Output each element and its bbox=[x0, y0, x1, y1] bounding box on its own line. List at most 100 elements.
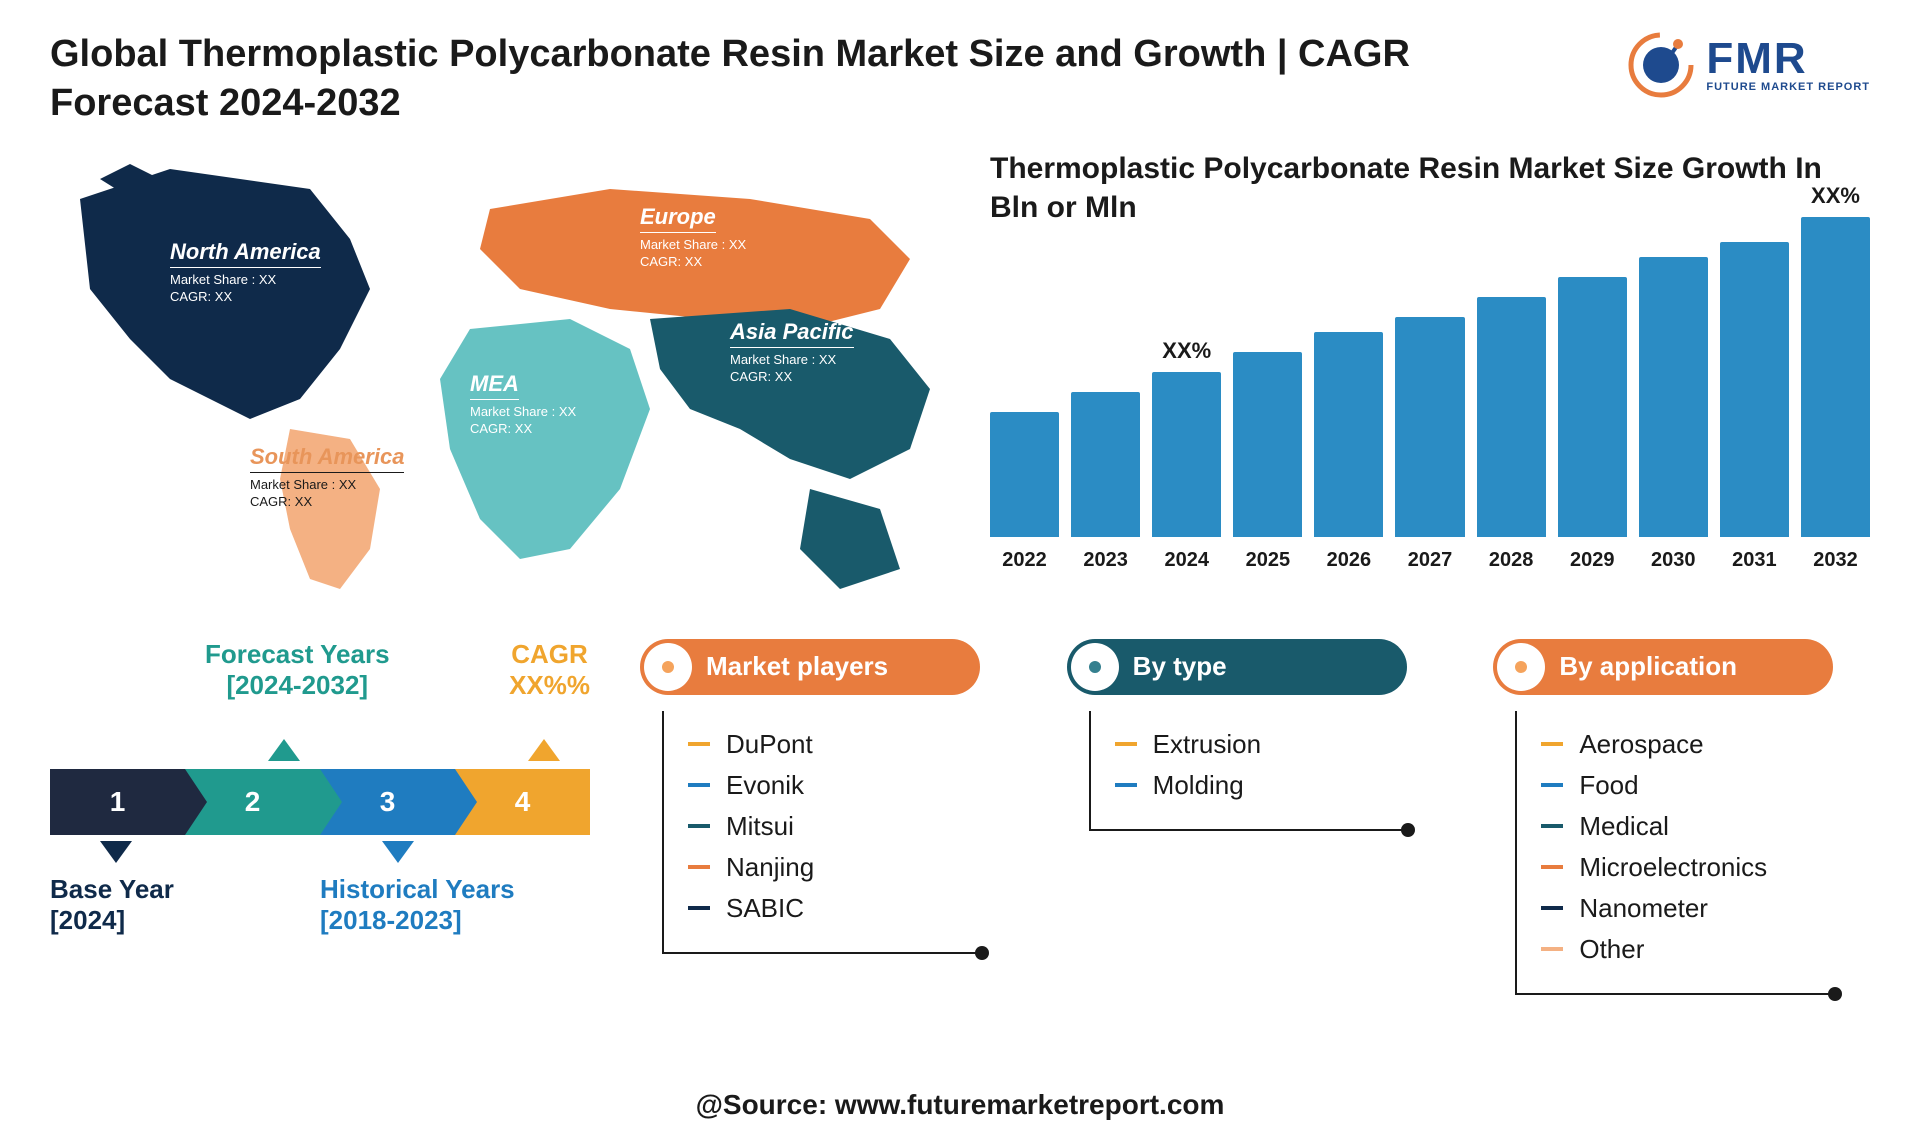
pill-dot bbox=[1071, 643, 1119, 691]
logo-text: FMR FUTURE MARKET REPORT bbox=[1706, 37, 1870, 93]
bar-column: 2024XX% bbox=[1152, 372, 1221, 537]
tick-icon bbox=[1541, 906, 1563, 910]
category-column: By type Extrusion Molding bbox=[1067, 639, 1444, 995]
category-title: By type bbox=[1133, 651, 1227, 682]
bar-year-label: 2027 bbox=[1408, 549, 1453, 572]
bar-year-label: 2029 bbox=[1570, 549, 1615, 572]
category-pill: Market players bbox=[640, 639, 980, 695]
category-item-label: Mitsui bbox=[726, 811, 794, 842]
bar bbox=[990, 412, 1059, 537]
logo: FMR FUTURE MARKET REPORT bbox=[1626, 30, 1870, 100]
header: Global Thermoplastic Polycarbonate Resin… bbox=[50, 30, 1870, 129]
bar bbox=[1558, 277, 1627, 537]
pointer-base bbox=[100, 841, 132, 863]
timeline-bar: 1234 bbox=[50, 769, 590, 835]
tick-icon bbox=[1541, 824, 1563, 828]
bar-column: 2025 bbox=[1233, 352, 1302, 537]
bar bbox=[1395, 317, 1464, 537]
category-item-label: Microelectronics bbox=[1579, 852, 1767, 883]
source-text: @Source: www.futuremarketreport.com bbox=[696, 1089, 1225, 1121]
bar-column: 2027 bbox=[1395, 317, 1464, 537]
category-title: By application bbox=[1559, 651, 1737, 682]
category-item: Molding bbox=[1115, 770, 1414, 801]
category-item-label: Other bbox=[1579, 934, 1644, 965]
label-south-america: South America Market Share : XX CAGR: XX bbox=[250, 444, 404, 511]
bar-year-label: 2024 bbox=[1164, 549, 1209, 572]
bar-annotation: XX% bbox=[1811, 183, 1860, 209]
label-north-america: North America Market Share : XX CAGR: XX bbox=[170, 239, 321, 306]
timeline-historical-label: Historical Years [2018-2023] bbox=[320, 874, 515, 936]
page-title: Global Thermoplastic Polycarbonate Resin… bbox=[50, 30, 1450, 129]
category-item: Mitsui bbox=[688, 811, 987, 842]
logo-sub: FUTURE MARKET REPORT bbox=[1706, 81, 1870, 93]
tick-icon bbox=[688, 906, 710, 910]
bar-column: 2028 bbox=[1477, 297, 1546, 537]
bar-year-label: 2030 bbox=[1651, 549, 1696, 572]
category-item: Food bbox=[1541, 770, 1840, 801]
timeline-segment: 1 bbox=[50, 769, 185, 835]
tick-icon bbox=[1115, 742, 1137, 746]
bar bbox=[1639, 257, 1708, 537]
pointer-historical bbox=[382, 841, 414, 863]
category-list: Aerospace Food Medical Microelectronics Nano… bbox=[1515, 711, 1840, 995]
logo-icon bbox=[1626, 30, 1696, 100]
category-item-label: Nanjing bbox=[726, 852, 814, 883]
category-item: Nanometer bbox=[1541, 893, 1840, 924]
category-item-label: Medical bbox=[1579, 811, 1669, 842]
timeline-base-label: Base Year [2024] bbox=[50, 874, 174, 936]
category-item: SABIC bbox=[688, 893, 987, 924]
bar bbox=[1152, 372, 1221, 537]
logo-fmr: FMR bbox=[1706, 37, 1870, 81]
category-list: Extrusion Molding bbox=[1089, 711, 1414, 831]
world-map: North America Market Share : XX CAGR: XX… bbox=[50, 149, 950, 599]
pill-dot bbox=[644, 643, 692, 691]
category-item: Microelectronics bbox=[1541, 852, 1840, 883]
bar-chart: 202220232024XX%2025202620272028202920302… bbox=[990, 247, 1870, 577]
category-item: Evonik bbox=[688, 770, 987, 801]
category-item-label: Aerospace bbox=[1579, 729, 1703, 760]
bar-year-label: 2031 bbox=[1732, 549, 1777, 572]
bar bbox=[1314, 332, 1383, 537]
category-item: Extrusion bbox=[1115, 729, 1414, 760]
label-asia-pacific: Asia Pacific Market Share : XX CAGR: XX bbox=[730, 319, 854, 386]
bar-column: 2023 bbox=[1071, 392, 1140, 537]
pill-dot bbox=[1497, 643, 1545, 691]
bar-year-label: 2026 bbox=[1327, 549, 1372, 572]
bar bbox=[1801, 217, 1870, 537]
tick-icon bbox=[1541, 865, 1563, 869]
category-pill: By type bbox=[1067, 639, 1407, 695]
bar-year-label: 2032 bbox=[1813, 549, 1858, 572]
category-list: DuPont Evonik Mitsui Nanjing SABIC bbox=[662, 711, 987, 954]
bar-column: 2030 bbox=[1639, 257, 1708, 537]
tick-icon bbox=[1115, 783, 1137, 787]
tick-icon bbox=[688, 824, 710, 828]
timeline: Forecast Years [2024-2032] CAGR XX%% 123… bbox=[50, 639, 590, 959]
bar-year-label: 2023 bbox=[1083, 549, 1128, 572]
category-item-label: Extrusion bbox=[1153, 729, 1261, 760]
label-mea: MEA Market Share : XX CAGR: XX bbox=[470, 371, 576, 438]
bar-year-label: 2022 bbox=[1002, 549, 1047, 572]
category-item-label: Nanometer bbox=[1579, 893, 1708, 924]
category-item-label: Food bbox=[1579, 770, 1638, 801]
category-item: Aerospace bbox=[1541, 729, 1840, 760]
category-item-label: Molding bbox=[1153, 770, 1244, 801]
category-item-label: DuPont bbox=[726, 729, 813, 760]
bar bbox=[1233, 352, 1302, 537]
top-row: North America Market Share : XX CAGR: XX… bbox=[50, 149, 1870, 599]
bottom-row: Forecast Years [2024-2032] CAGR XX%% 123… bbox=[50, 639, 1870, 995]
category-column: Market players DuPont Evonik Mitsui Nanjing S… bbox=[640, 639, 1017, 995]
category-item-label: Evonik bbox=[726, 770, 804, 801]
tick-icon bbox=[688, 742, 710, 746]
category-item: Medical bbox=[1541, 811, 1840, 842]
category-item-label: SABIC bbox=[726, 893, 804, 924]
bar-annotation: XX% bbox=[1162, 338, 1211, 364]
tick-icon bbox=[1541, 742, 1563, 746]
tick-icon bbox=[1541, 947, 1563, 951]
category-item: Other bbox=[1541, 934, 1840, 965]
categories: Market players DuPont Evonik Mitsui Nanjing S… bbox=[640, 639, 1870, 995]
region-mea bbox=[440, 319, 650, 559]
category-pill: By application bbox=[1493, 639, 1833, 695]
bar-column: 2022 bbox=[990, 412, 1059, 537]
category-column: By application Aerospace Food Medical Microe… bbox=[1493, 639, 1870, 995]
bar-column: 2032XX% bbox=[1801, 217, 1870, 537]
